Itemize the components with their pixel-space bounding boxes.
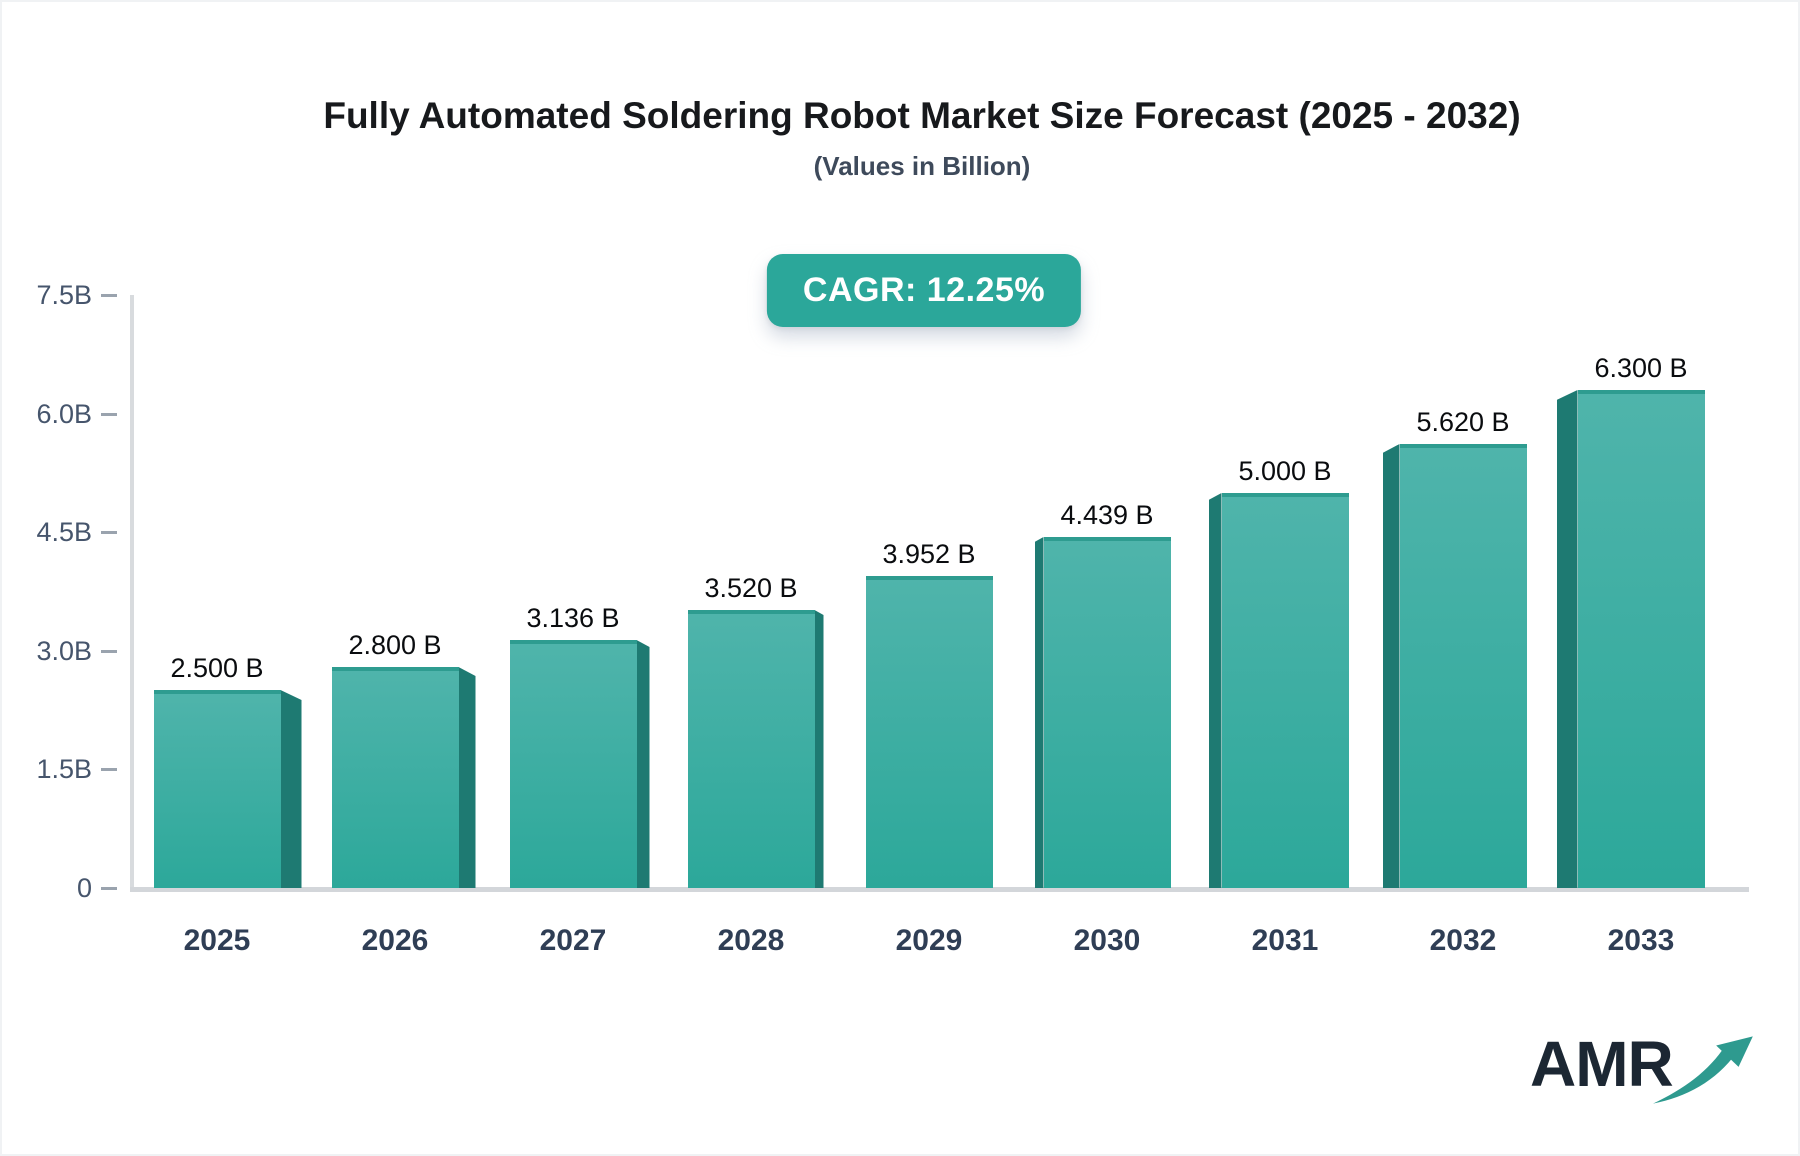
y-tick-dash <box>101 294 117 297</box>
y-tick-label: 6.0B <box>36 398 92 429</box>
x-axis-line <box>130 887 1749 892</box>
bar-face <box>687 610 815 888</box>
bar-face <box>153 690 281 888</box>
x-tick-label: 2030 <box>1073 924 1141 957</box>
bar-side-face <box>1208 493 1222 888</box>
x-tick-label: 2026 <box>361 924 429 957</box>
y-tick-dash <box>101 531 117 535</box>
chart-title: Fully Automated Soldering Robot Market S… <box>323 95 1521 136</box>
bar-face <box>1577 390 1705 888</box>
y-tick-label: 1.5B <box>36 754 92 785</box>
y-tick-dash <box>101 887 117 890</box>
bar-side-face <box>280 690 302 888</box>
x-tick-label: 2029 <box>895 924 963 957</box>
chart-subtitle: (Values in Billion) <box>813 151 1031 181</box>
y-tick-dash <box>101 412 117 416</box>
x-tick-label: 2028 <box>717 924 785 957</box>
bar-side-face <box>814 610 824 888</box>
x-tick-label: 2027 <box>539 924 607 957</box>
cagr-badge: CAGR: 12.25% <box>766 254 1082 327</box>
y-tick-label: 3.0B <box>36 635 92 666</box>
bar-face <box>865 576 993 888</box>
y-tick-label: 7.5B <box>36 280 92 310</box>
y-axis-line <box>130 295 134 890</box>
bar-side-face <box>1556 390 1578 888</box>
bar-value-label: 6.300 B <box>1594 353 1688 383</box>
bar-face <box>1221 493 1349 888</box>
bar-side-face <box>636 640 650 888</box>
bar-side-face <box>1382 444 1400 888</box>
y-tick-dash <box>101 768 117 772</box>
cagr-badge-label: CAGR: 12.25% <box>802 271 1046 309</box>
bar-side-face <box>1034 537 1044 888</box>
bar-value-label: 3.136 B <box>526 603 620 633</box>
growth-arrow-icon <box>1652 1036 1753 1104</box>
bar-side-face <box>458 667 476 888</box>
x-tick-label: 2031 <box>1251 924 1319 957</box>
bar-value-label: 2.800 B <box>348 630 442 660</box>
bar-face <box>1399 444 1527 888</box>
amr-logo-text: AMR <box>1530 1028 1674 1100</box>
y-tick-label: 4.5B <box>36 517 92 548</box>
bar-value-label: 4.439 B <box>1060 500 1154 530</box>
y-tick-dash <box>101 649 117 653</box>
bar-value-label: 2.500 B <box>170 653 264 683</box>
bar-face <box>331 667 459 888</box>
bar-value-label: 3.520 B <box>704 573 798 603</box>
amr-logo: AMR <box>1530 1032 1763 1108</box>
x-tick-label: 2025 <box>183 924 251 957</box>
bar-value-label: 5.000 B <box>1238 456 1332 486</box>
bar-value-label: 5.620 B <box>1416 407 1510 437</box>
bar-face <box>1043 537 1171 888</box>
y-tick-label: 0 <box>76 873 92 903</box>
bar-value-label: 3.952 B <box>882 539 976 569</box>
x-tick-label: 2032 <box>1429 924 1497 957</box>
bar-face <box>509 640 637 888</box>
x-tick-label: 2033 <box>1607 924 1675 957</box>
